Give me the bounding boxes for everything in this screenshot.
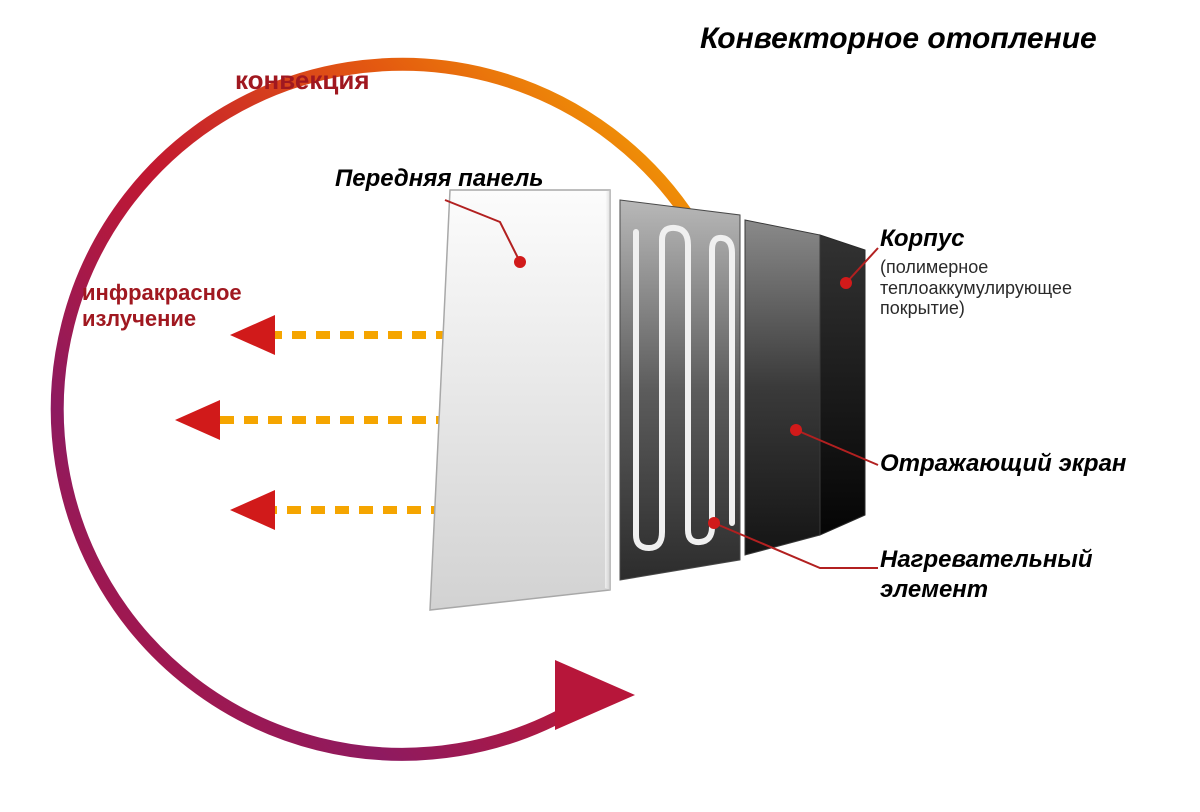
callout-front-panel: Передняя панель <box>335 165 544 193</box>
housing-sub-3: покрытие) <box>880 298 1072 319</box>
panel-reflector <box>745 220 820 555</box>
convection-arrowhead <box>555 660 635 730</box>
diagram-stage: Конвекторное отопление конвекция инфракр… <box>0 0 1200 812</box>
heater-line2: элемент <box>880 575 1093 605</box>
housing-sub-1: (полимерное <box>880 257 1072 278</box>
callout-reflector: Отражающий экран <box>880 450 1126 478</box>
diagram-svg <box>0 0 1200 812</box>
ir-arrows <box>175 315 450 530</box>
main-title: Конвекторное отопление <box>700 22 1097 56</box>
panel-front-edge <box>605 190 610 590</box>
panel-front <box>430 190 610 610</box>
ir-label: инфракрасное излучение <box>82 280 242 333</box>
ir-label-line1: инфракрасное <box>82 280 242 306</box>
callout-heater: Нагревательный элемент <box>880 545 1093 605</box>
callout-housing-title: Корпус <box>880 225 1072 253</box>
ir-label-line2: излучение <box>82 306 242 332</box>
convection-label: конвекция <box>235 65 370 96</box>
callout-housing-sub: (полимерное теплоаккумулирующее покрытие… <box>880 257 1072 319</box>
heater-line1: Нагревательный <box>880 545 1093 575</box>
housing-sub-2: теплоаккумулирующее <box>880 278 1072 299</box>
